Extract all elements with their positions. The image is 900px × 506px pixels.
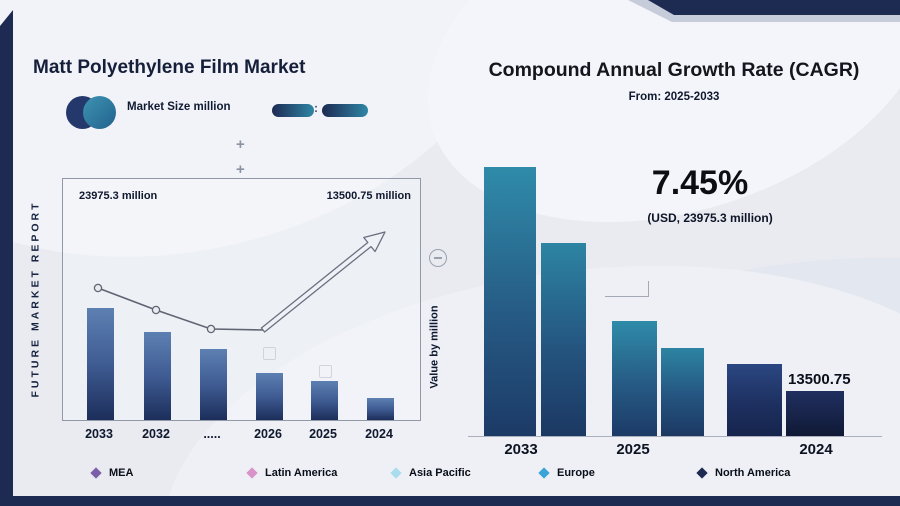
right-chart-baseline xyxy=(468,436,882,437)
value-annotation-2033: 23975.3 million xyxy=(79,190,158,202)
bar-2033 xyxy=(87,308,114,420)
cagr-subtitle: From: 2025-2033 xyxy=(628,91,720,103)
x-tick-label: 2025 xyxy=(309,427,337,441)
ghost-square-decoration xyxy=(263,347,276,360)
legend-label: Latin America xyxy=(265,467,338,479)
legend-item-latin-america: Latin America xyxy=(246,467,338,479)
legend-diamond-icon xyxy=(538,467,550,479)
plus-decoration: + xyxy=(236,161,245,178)
left-chart-y-axis: FUTURE MARKET REPORT xyxy=(28,178,44,419)
background-wave xyxy=(383,0,900,283)
cagr-title: Compound Annual Growth Rate (CAGR) xyxy=(488,59,860,81)
left-frame-bar xyxy=(0,10,13,506)
scale-pill xyxy=(272,104,314,117)
page-title: Matt Polyethylene Film Market xyxy=(33,57,306,78)
legend-label: Asia Pacific xyxy=(409,467,471,479)
legend-diamond-icon xyxy=(390,467,402,479)
x-tick-label: 2033 xyxy=(85,427,113,441)
cagr-bar-2025-secondary xyxy=(661,348,704,437)
ghost-square-decoration xyxy=(319,365,332,378)
value-label-2024: 13500.75 xyxy=(788,371,851,388)
right-chart-y-axis-label: Value by million xyxy=(429,305,442,389)
legend-diamond-icon xyxy=(246,467,258,479)
legend-label: Europe xyxy=(557,467,595,479)
pill-separator: : xyxy=(314,101,318,115)
scale-pill xyxy=(322,104,368,117)
legend-item-europe: Europe xyxy=(538,467,595,479)
bar-intermediate xyxy=(200,349,227,420)
cagr-bar-2033-secondary xyxy=(541,243,586,437)
legend-item-asia-pacific: Asia Pacific xyxy=(390,467,471,479)
x-tick-label: 2033 xyxy=(504,441,538,458)
x-tick-label: 2025 xyxy=(616,441,650,458)
legend-item-mea: MEA xyxy=(90,467,134,479)
top-right-banner xyxy=(648,0,900,15)
bar-2032 xyxy=(144,332,171,420)
x-tick-label: 2032 xyxy=(142,427,170,441)
sphere-right-half xyxy=(83,96,116,129)
x-tick-label: 2024 xyxy=(799,441,833,458)
market-size-chart: 23975.3 million 13500.75 million xyxy=(62,178,421,421)
circle-minus-decoration xyxy=(429,249,447,267)
bar-2025 xyxy=(311,381,338,420)
market-size-icon xyxy=(66,96,118,130)
left-chart-y-axis-label: FUTURE MARKET REPORT xyxy=(30,199,42,398)
legend-item-north-america: North America xyxy=(696,467,791,479)
step-line-decoration xyxy=(605,281,649,297)
cagr-bar-2024-primary xyxy=(727,364,782,437)
legend-diamond-icon xyxy=(696,467,708,479)
x-tick-label: ..... xyxy=(203,427,221,441)
market-size-label: Market Size million xyxy=(127,101,231,113)
right-chart-y-axis: Value by million xyxy=(426,284,444,410)
x-tick-label: 2024 xyxy=(365,427,393,441)
bottom-frame-bar xyxy=(0,496,900,506)
plus-decoration: + xyxy=(236,136,245,153)
x-tick-label: 2026 xyxy=(254,427,282,441)
legend-label: MEA xyxy=(109,467,134,479)
cagr-detail: (USD, 23975.3 million) xyxy=(647,211,773,225)
bar-2026 xyxy=(256,373,283,420)
legend-diamond-icon xyxy=(90,467,102,479)
cagr-bar-2033-primary xyxy=(484,167,536,437)
cagr-value: 7.45% xyxy=(651,164,749,202)
cagr-bar-2024-secondary xyxy=(786,391,844,437)
value-annotation-2024: 13500.75 million xyxy=(326,190,411,202)
bar-2024 xyxy=(367,398,394,420)
legend-label: North America xyxy=(715,467,791,479)
cagr-bar-2025-primary xyxy=(612,321,657,437)
trend-line-arrow xyxy=(93,231,386,334)
